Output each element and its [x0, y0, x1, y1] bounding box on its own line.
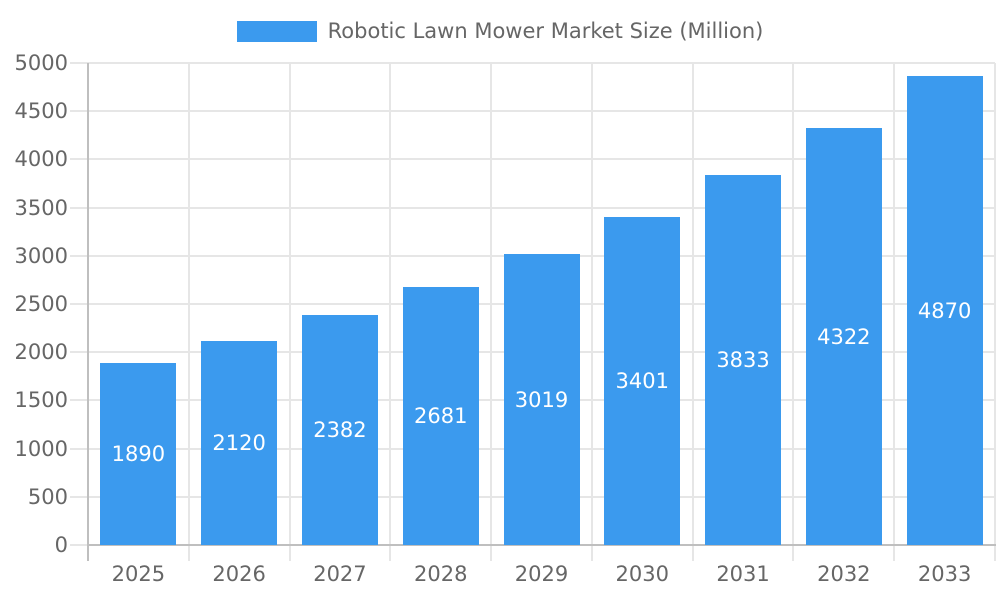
bar-2025[interactable]	[100, 363, 176, 545]
y-tick-mark	[70, 158, 88, 160]
x-tick-mark	[893, 545, 895, 561]
x-axis-tick-label: 2032	[817, 562, 871, 586]
bar-2033[interactable]	[907, 76, 983, 545]
y-axis-tick-label: 1500	[14, 388, 68, 412]
gridline-h	[88, 207, 995, 209]
y-axis-tick-label: 3000	[14, 244, 68, 268]
gridline-v	[389, 63, 391, 545]
bar-2027[interactable]	[302, 315, 378, 545]
y-axis-tick-label: 2500	[14, 292, 68, 316]
x-tick-mark	[692, 545, 694, 561]
bar-value-label: 3401	[615, 369, 669, 393]
bar-value-label: 4870	[917, 299, 972, 323]
bar-value-label: 2681	[413, 404, 468, 428]
y-tick-mark	[70, 207, 88, 209]
gridline-h	[88, 110, 995, 112]
bar-2029[interactable]	[504, 254, 580, 545]
gridline-h	[88, 158, 995, 160]
gridline-v	[692, 63, 694, 545]
legend-item[interactable]: Robotic Lawn Mower Market Size (Million)	[236, 19, 764, 43]
y-axis-tick-label: 2000	[14, 340, 68, 364]
bar-2030[interactable]	[604, 217, 680, 545]
bar-2028[interactable]	[403, 287, 479, 545]
x-tick-mark	[792, 545, 794, 561]
gridline-v	[994, 63, 996, 545]
gridline-v	[591, 63, 593, 545]
y-tick-mark	[70, 62, 88, 64]
bar-value-label: 1890	[111, 442, 166, 466]
gridline-v	[188, 63, 190, 545]
y-axis-tick-label: 3500	[14, 196, 68, 220]
gridline-v	[792, 63, 794, 545]
x-axis-tick-label: 2033	[917, 562, 972, 586]
x-tick-mark	[591, 545, 593, 561]
bar-2032[interactable]	[806, 128, 882, 545]
y-tick-mark	[70, 399, 88, 401]
bar-value-label: 4322	[817, 325, 871, 349]
x-tick-mark	[994, 545, 996, 561]
y-axis-tick-label: 4000	[14, 147, 68, 171]
x-axis-tick-label: 2026	[212, 562, 266, 586]
bar-2031[interactable]	[705, 175, 781, 545]
y-tick-mark	[70, 303, 88, 305]
y-axis-tick-label: 500	[27, 485, 68, 509]
x-axis-tick-label: 2028	[413, 562, 468, 586]
y-axis-line	[87, 63, 89, 561]
legend-swatch-icon	[236, 20, 317, 42]
y-axis-tick-label: 1000	[14, 437, 68, 461]
gridline-v	[893, 63, 895, 545]
y-axis-tick-label: 5000	[14, 51, 68, 75]
x-axis-tick-label: 2027	[313, 562, 367, 586]
x-axis-tick-label: 2031	[716, 562, 770, 586]
x-axis-line	[87, 544, 996, 546]
bar-value-label: 3019	[514, 388, 569, 412]
legend: Robotic Lawn Mower Market Size (Million)	[0, 17, 1000, 45]
y-tick-mark	[70, 110, 88, 112]
bar-value-label: 2382	[313, 418, 367, 442]
gridline-v	[490, 63, 492, 545]
y-tick-mark	[70, 351, 88, 353]
y-axis-tick-label: 4500	[14, 99, 68, 123]
gridline-v	[289, 63, 291, 545]
chart-title: Robotic Lawn Mower Market Size (Million)	[327, 19, 764, 43]
x-axis-tick-label: 2029	[514, 562, 569, 586]
y-tick-mark	[70, 448, 88, 450]
bar-2026[interactable]	[201, 341, 277, 545]
y-axis-tick-label: 0	[54, 533, 68, 557]
bar-value-label: 3833	[716, 348, 770, 372]
gridline-h	[88, 62, 995, 64]
x-tick-mark	[490, 545, 492, 561]
x-tick-mark	[289, 545, 291, 561]
x-axis-tick-label: 2025	[111, 562, 166, 586]
y-tick-mark	[70, 496, 88, 498]
bar-value-label: 2120	[212, 431, 266, 455]
y-tick-mark	[70, 544, 88, 546]
x-tick-mark	[188, 545, 190, 561]
x-tick-mark	[389, 545, 391, 561]
x-axis-tick-label: 2030	[615, 562, 669, 586]
y-tick-mark	[70, 255, 88, 257]
